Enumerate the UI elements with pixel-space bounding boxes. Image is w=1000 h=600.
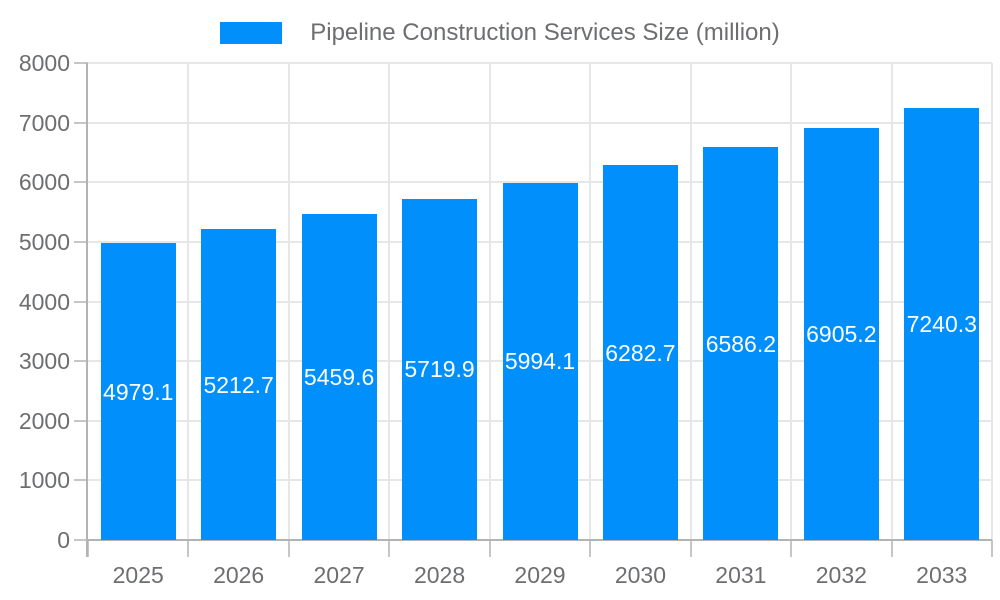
x-gridline xyxy=(589,63,592,540)
bar-2028[interactable] xyxy=(402,198,478,540)
x-axis-tick xyxy=(991,540,993,557)
x-axis-tick xyxy=(388,540,391,557)
legend-label: Pipeline Construction Services Size (mil… xyxy=(310,19,780,46)
y-axis-tick xyxy=(74,121,88,124)
bar-value-label: 6586.2 xyxy=(705,330,777,357)
y-gridline xyxy=(88,62,992,64)
bar-value-label: 5994.1 xyxy=(504,348,576,375)
x-axis-label: 2029 xyxy=(514,562,566,588)
x-axis-label: 2031 xyxy=(715,562,767,588)
bar-2031[interactable] xyxy=(703,147,779,540)
x-axis-tick xyxy=(287,540,290,557)
y-axis-tick xyxy=(74,360,88,363)
y-axis-line xyxy=(86,63,88,557)
x-axis-tick xyxy=(689,540,692,557)
bar-2026[interactable] xyxy=(201,229,277,540)
x-gridline xyxy=(890,63,893,540)
y-axis-tick xyxy=(74,181,88,184)
y-gridline xyxy=(88,121,992,124)
x-gridline xyxy=(488,63,491,540)
x-gridline xyxy=(187,63,190,540)
x-axis-label: 2028 xyxy=(413,562,466,588)
y-axis-label: 7000 xyxy=(18,109,70,136)
x-axis-label: 2026 xyxy=(213,562,265,588)
y-axis-label: 1000 xyxy=(18,467,70,494)
bar-value-label: 4979.1 xyxy=(103,378,174,405)
y-axis-label: 0 xyxy=(57,527,70,553)
bar-2032[interactable] xyxy=(803,128,879,540)
x-axis-label: 2025 xyxy=(112,562,164,588)
y-axis-label: 2000 xyxy=(18,407,70,434)
y-axis-label: 3000 xyxy=(18,348,70,375)
x-axis-label: 2032 xyxy=(815,562,867,588)
x-axis-tick xyxy=(790,540,793,557)
bar-value-label: 5719.9 xyxy=(404,356,475,383)
y-gridline xyxy=(88,181,992,184)
y-axis-tick xyxy=(74,240,88,243)
legend-swatch-icon xyxy=(220,22,283,44)
bar-2033[interactable] xyxy=(904,108,980,540)
bar-value-label: 6905.2 xyxy=(806,321,877,348)
x-axis-tick xyxy=(589,540,592,557)
x-axis-tick xyxy=(87,540,89,557)
x-axis-label: 2033 xyxy=(916,562,968,588)
y-axis-label: 6000 xyxy=(18,169,70,196)
y-axis-label: 5000 xyxy=(18,228,70,255)
bar-value-label: 6282.7 xyxy=(605,339,676,366)
x-axis-line xyxy=(88,539,992,541)
bar-value-label: 7240.3 xyxy=(906,311,977,338)
x-axis-tick xyxy=(890,540,893,557)
x-axis-label: 2027 xyxy=(313,562,365,588)
y-axis-label: 4000 xyxy=(18,288,70,315)
x-gridline xyxy=(689,63,692,540)
x-axis-tick xyxy=(187,540,190,557)
y-axis-tick xyxy=(74,539,88,541)
y-axis-label: 8000 xyxy=(18,50,70,76)
x-axis-label: 2030 xyxy=(614,562,667,588)
y-axis-tick xyxy=(74,479,88,482)
legend-item[interactable]: Pipeline Construction Services Size (mil… xyxy=(220,20,780,46)
y-axis-tick xyxy=(74,62,88,64)
x-gridline xyxy=(991,63,993,540)
bar-2029[interactable] xyxy=(502,182,578,540)
x-axis-tick xyxy=(488,540,491,557)
bar-value-label: 5212.7 xyxy=(203,371,274,398)
y-axis-tick xyxy=(74,300,88,303)
chart-legend: Pipeline Construction Services Size (mil… xyxy=(0,20,1000,46)
bar-2030[interactable] xyxy=(602,165,678,540)
x-gridline xyxy=(287,63,290,540)
bar-2025[interactable] xyxy=(100,243,176,540)
bar-2027[interactable] xyxy=(301,214,377,540)
y-axis-tick xyxy=(74,419,88,422)
bar-value-label: 5459.6 xyxy=(303,364,375,391)
x-gridline xyxy=(790,63,793,540)
x-gridline xyxy=(388,63,391,540)
